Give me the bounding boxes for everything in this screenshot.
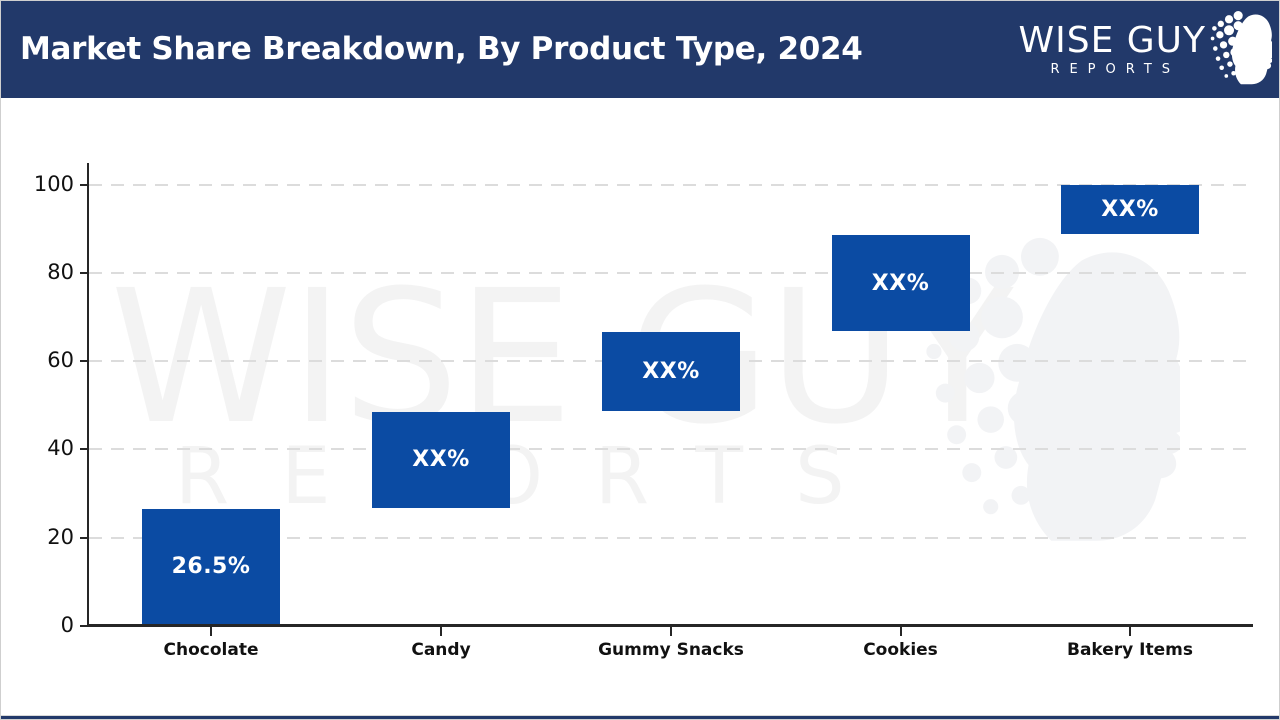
y-axis-line: [87, 163, 89, 627]
x-axis-line: [87, 624, 1253, 627]
y-tick-label-20: 20: [47, 524, 74, 549]
y-tick-mark-80: [80, 271, 88, 274]
x-tick-mark-5: [1129, 627, 1131, 636]
category-label-bakery-items: Bakery Items: [1066, 640, 1194, 660]
y-tick-label-80: 80: [47, 259, 74, 284]
x-tick-mark-3: [670, 627, 672, 636]
category-label-cookies: Cookies: [863, 640, 938, 660]
category-label-gummy-snacks: Gummy Snacks: [598, 640, 744, 660]
gridline-20: [89, 536, 1253, 539]
wise-guy-reports-logo: WISE GUY REPORTS: [1019, 9, 1272, 89]
y-tick-mark-20: [80, 536, 88, 539]
gridline-100: [89, 183, 1253, 186]
y-tick-mark-60: [80, 360, 88, 363]
logo-subtitle: REPORTS: [1050, 61, 1181, 77]
gridline-40: [89, 448, 1253, 451]
logo-face-icon: [1210, 11, 1272, 85]
y-tick-label-0: 0: [60, 613, 74, 638]
y-tick-label-60: 60: [47, 348, 74, 373]
bar-candy: XX%: [372, 411, 510, 508]
x-tick-mark-1: [210, 627, 212, 636]
bar-gummy-snacks: XX%: [602, 332, 740, 411]
logo-text: WISE GUY REPORTS: [1019, 22, 1207, 76]
y-tick-mark-40: [80, 448, 88, 451]
x-tick-mark-4: [899, 627, 902, 636]
bar-value-label: XX%: [642, 359, 700, 385]
bar-bakery-items: XX%: [1061, 184, 1199, 235]
y-tick-mark-100: [80, 183, 88, 186]
bar-value-label: XX%: [412, 447, 470, 473]
y-tick-mark-0: [80, 625, 88, 627]
logo-wordmark: WISE GUY: [1018, 20, 1206, 62]
bar-value-label: XX%: [871, 270, 930, 296]
bar-cookies: XX%: [831, 235, 970, 332]
bar-value-label: 26.5%: [171, 554, 251, 580]
category-label-chocolate: Chocolate: [163, 640, 259, 660]
y-tick-label-100: 100: [33, 171, 74, 196]
category-label-candy: Candy: [411, 640, 471, 660]
footer-strip: [0, 715, 1280, 720]
page-title: Market Share Breakdown, By Product Type,…: [20, 31, 863, 67]
bar-value-label: XX%: [1101, 196, 1159, 222]
bar-chocolate: 26.5%: [142, 509, 280, 625]
y-tick-label-40: 40: [47, 436, 74, 461]
gridline-80: [89, 271, 1253, 274]
x-tick-mark-2: [440, 627, 442, 636]
header-bar: Market Share Breakdown, By Product Type,…: [0, 0, 1280, 98]
